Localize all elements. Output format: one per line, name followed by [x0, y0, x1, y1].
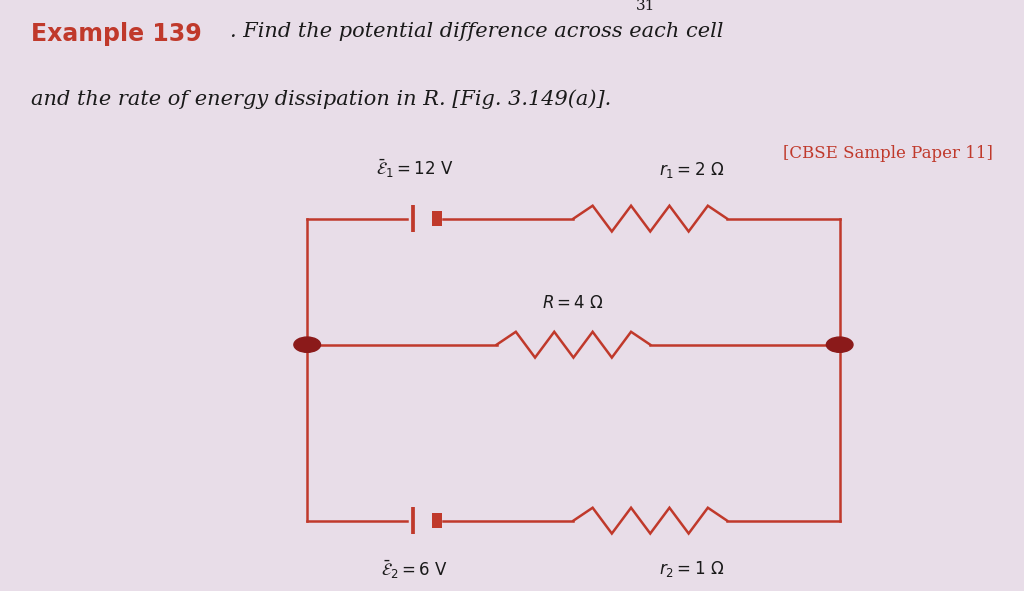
Text: $r_2 = 1\ \Omega$: $r_2 = 1\ \Omega$ — [658, 558, 724, 579]
Text: 31: 31 — [636, 0, 654, 12]
Circle shape — [294, 337, 321, 352]
Circle shape — [826, 337, 853, 352]
Text: $\bar{\mathcal{E}}_1 = 12\ \mathrm{V}$: $\bar{\mathcal{E}}_1 = 12\ \mathrm{V}$ — [376, 158, 454, 180]
Text: $\bar{\mathcal{E}}_2 = 6\ \mathrm{V}$: $\bar{\mathcal{E}}_2 = 6\ \mathrm{V}$ — [381, 558, 449, 581]
Text: $r_1 = 2\ \Omega$: $r_1 = 2\ \Omega$ — [658, 161, 724, 180]
Text: Example 139: Example 139 — [31, 22, 202, 46]
Text: [CBSE Sample Paper 11]: [CBSE Sample Paper 11] — [783, 145, 993, 163]
Text: and the rate of energy dissipation in R. [Fig. 3.149(a)].: and the rate of energy dissipation in R.… — [31, 90, 611, 109]
Text: . Find the potential difference across each cell: . Find the potential difference across e… — [230, 22, 724, 41]
Text: $R = 4\ \Omega$: $R = 4\ \Omega$ — [543, 296, 604, 313]
